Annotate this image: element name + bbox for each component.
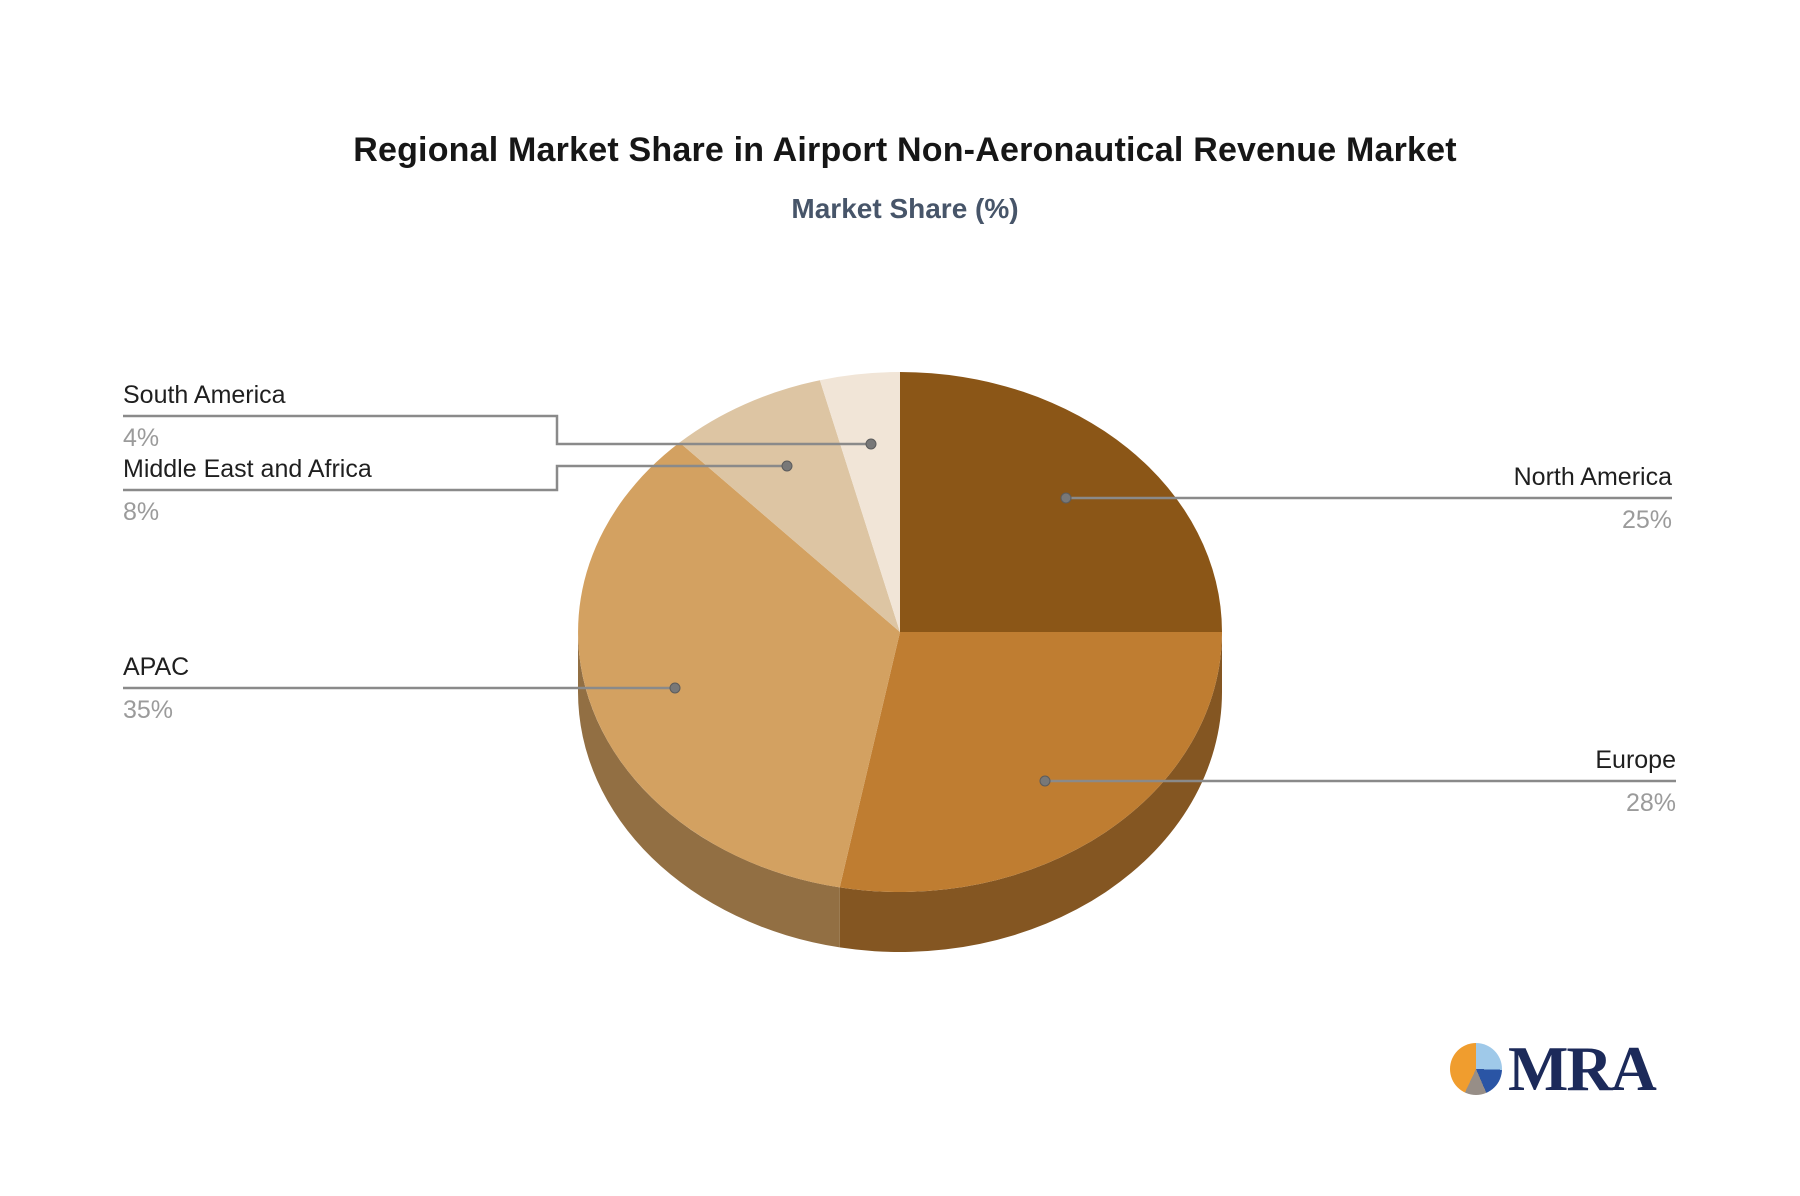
slice-percent-apac: 35% (123, 696, 174, 724)
slice-percent-north-america: 25% (1621, 506, 1672, 534)
slice-percent-europe: 28% (1625, 789, 1676, 817)
pie-slice-south-america (819, 372, 900, 632)
pie-slice-europe (839, 632, 1222, 892)
slice-label-apac: APAC (123, 653, 190, 681)
leader-dot-apac (669, 682, 681, 694)
slice-label-south-america: South America (123, 381, 286, 409)
leader-dot-north-america (1060, 492, 1072, 504)
pie-side-apac (578, 632, 840, 948)
leader-dot-europe (1039, 775, 1051, 787)
slice-label-north-america: North America (1513, 463, 1672, 491)
slice-label-middle-east-and-africa: Middle East and Africa (123, 455, 372, 483)
slice-percent-south-america: 4% (123, 424, 160, 452)
leader-line-middle-east-and-africa (123, 464, 787, 492)
pie-slice-north-america (900, 372, 1222, 632)
pie-slice-apac (578, 442, 900, 888)
pie-side-europe (839, 632, 1222, 952)
brand-logo: MRA (1450, 1033, 1657, 1104)
logo-pie-icon (1450, 1043, 1502, 1095)
page-title: Regional Market Share in Airport Non-Aer… (353, 131, 1457, 169)
slice-label-europe: Europe (1595, 746, 1676, 774)
page-subtitle: Market Share (%) (791, 193, 1019, 224)
slice-percent-middle-east-and-africa: 8% (123, 498, 160, 526)
leader-dot-south-america (865, 438, 877, 450)
leader-line-south-america (123, 414, 871, 446)
logo-text: MRA (1508, 1033, 1657, 1104)
leader-dot-middle-east-and-africa (781, 460, 793, 472)
